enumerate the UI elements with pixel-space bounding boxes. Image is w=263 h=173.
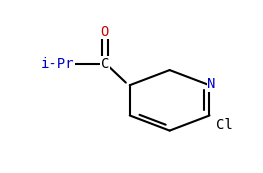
Text: i-Pr: i-Pr xyxy=(41,57,74,71)
Text: Cl: Cl xyxy=(216,118,232,132)
Text: C: C xyxy=(101,57,109,71)
Text: N: N xyxy=(208,77,216,91)
Text: O: O xyxy=(101,25,109,39)
